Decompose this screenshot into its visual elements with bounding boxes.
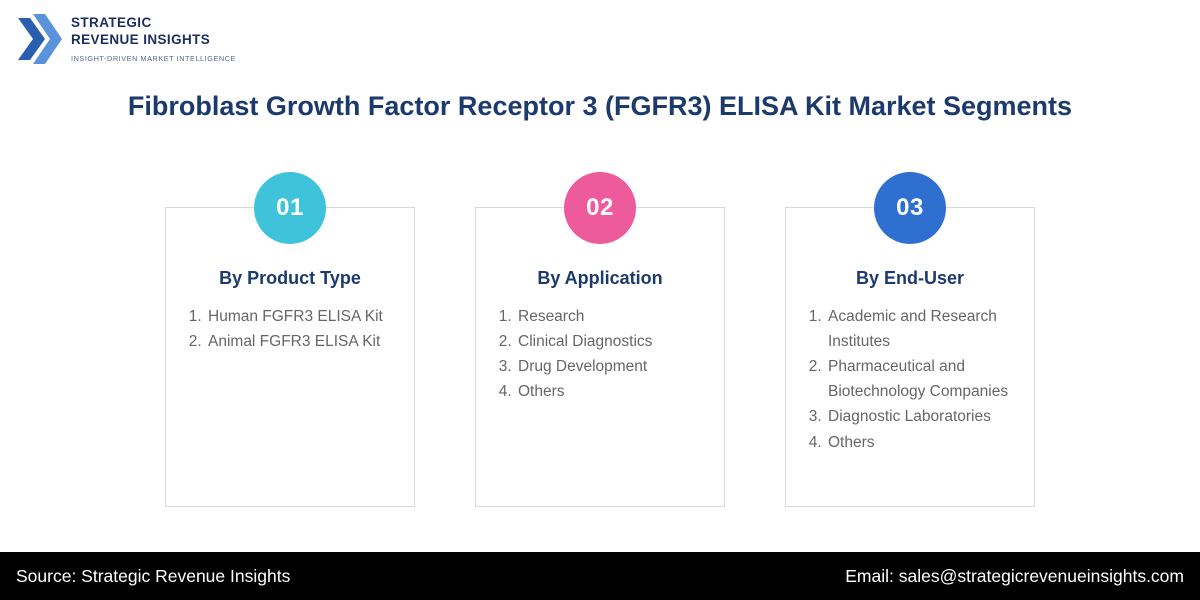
- logo-tagline: INSIGHT-DRIVEN MARKET INTELLIGENCE: [71, 53, 236, 63]
- list-item: Diagnostic Laboratories: [826, 404, 1022, 429]
- footer-source: Source: Strategic Revenue Insights: [16, 565, 291, 586]
- list-item: Academic and Research Institutes: [826, 304, 1022, 354]
- card-product-type-list: Human FGFR3 ELISA Kit Animal FGFR3 ELISA…: [166, 304, 414, 354]
- badge-02: 02: [564, 172, 636, 244]
- list-item: Pharmaceutical and Biotechnology Compani…: [826, 354, 1022, 404]
- list-item: Animal FGFR3 ELISA Kit: [206, 329, 402, 354]
- list-item: Drug Development: [516, 354, 712, 379]
- logo-name-line1: STRATEGIC: [71, 15, 152, 31]
- badge-01: 01: [254, 172, 326, 244]
- list-item: Research: [516, 304, 712, 329]
- card-end-user-title: By End-User: [855, 268, 965, 288]
- card-application-title: By Application: [537, 268, 663, 288]
- card-application-list: Research Clinical Diagnostics Drug Devel…: [476, 304, 724, 404]
- card-product-type-title: By Product Type: [219, 268, 361, 288]
- card-end-user: 03 By End-User Academic and Research Ins…: [785, 172, 1035, 507]
- list-item: Others: [516, 379, 712, 404]
- footer-email: Email: sales@strategicrevenueinsights.co…: [845, 565, 1184, 586]
- card-application: 02 By Application Research Clinical Diag…: [475, 172, 725, 507]
- page-title-wrap: Fibroblast Growth Factor Receptor 3 (FGF…: [0, 91, 1200, 122]
- card-end-user-list: Academic and Research Institutes Pharmac…: [786, 304, 1034, 455]
- logo-arrow-icon: [18, 14, 62, 64]
- list-item: Human FGFR3 ELISA Kit: [206, 304, 402, 329]
- list-item: Others: [826, 430, 1022, 455]
- list-item: Clinical Diagnostics: [516, 329, 712, 354]
- segment-cards-row: 01 By Product Type Human FGFR3 ELISA Kit…: [0, 172, 1200, 507]
- footer-bar: Source: Strategic Revenue Insights Email…: [0, 552, 1200, 600]
- logo-name-line2: REVENUE INSIGHTS: [71, 32, 211, 47]
- page-title: Fibroblast Growth Factor Receptor 3 (FGF…: [127, 91, 1073, 121]
- badge-03: 03: [874, 172, 946, 244]
- brand-logo: STRATEGIC REVENUE INSIGHTS INSIGHT-DRIVE…: [18, 14, 236, 64]
- card-product-type: 01 By Product Type Human FGFR3 ELISA Kit…: [165, 172, 415, 507]
- logo-text: STRATEGIC REVENUE INSIGHTS INSIGHT-DRIVE…: [71, 15, 236, 63]
